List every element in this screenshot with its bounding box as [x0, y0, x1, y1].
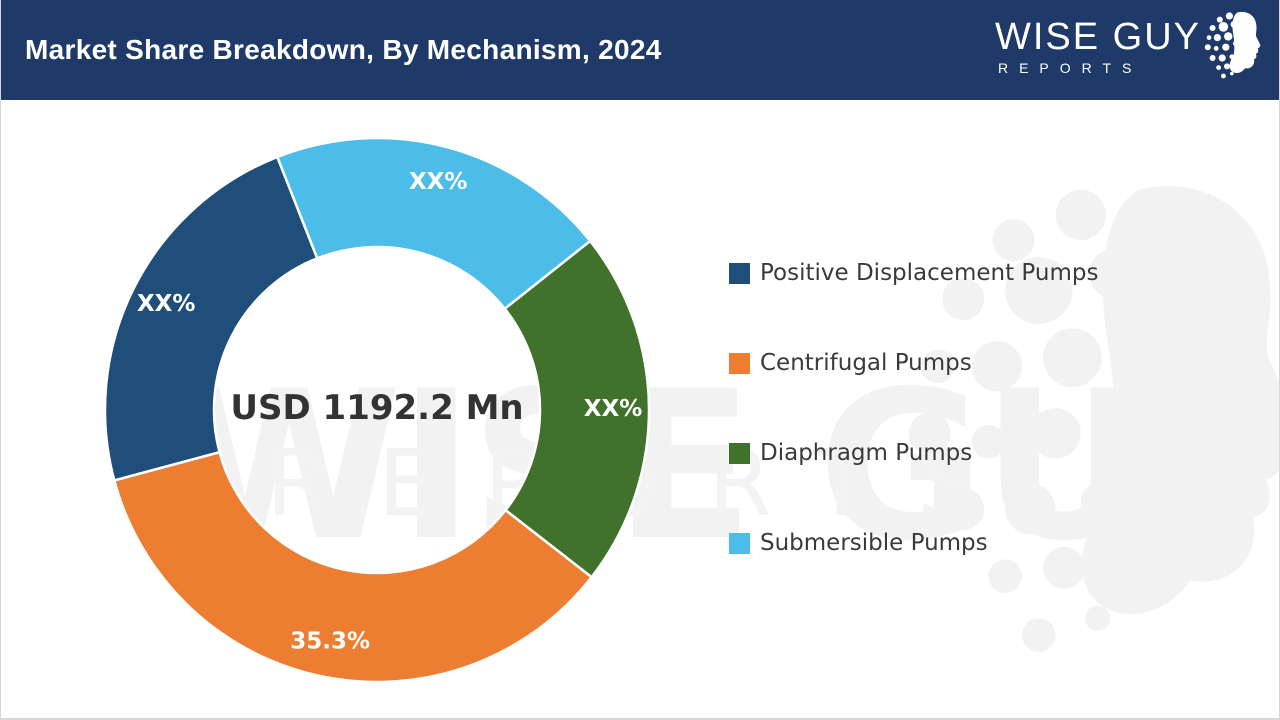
slice-centrifugal-pumps [113, 450, 593, 684]
slice-diaphragm-pumps [503, 239, 651, 579]
legend-swatch [729, 352, 750, 374]
dot-face-logo-icon [1204, 11, 1261, 79]
legend-item-positive-displacement-pumps: Positive Displacement Pumps [729, 259, 1098, 287]
legend-label: Centrifugal Pumps [760, 350, 972, 376]
chart-title: Market Share Breakdown, By Mechanism, 20… [25, 34, 662, 65]
header-bar: Market Share Breakdown, By Mechanism, 20… [1, 0, 1279, 100]
slice-submersible-pumps [276, 136, 592, 310]
legend-label: Positive Displacement Pumps [760, 260, 1099, 286]
legend-label: Submersible Pumps [760, 530, 988, 556]
legend-item-submersible-pumps: Submersible Pumps [729, 529, 1098, 557]
wise-guy-logo: WISE GUY REPORTS [995, 8, 1263, 84]
legend-label: Diaphragm Pumps [760, 440, 973, 466]
logo-wordmark: WISE GUY [994, 15, 1201, 58]
slice-positive-displacement-pumps [103, 155, 319, 482]
legend: Positive Displacement Pumps Centrifugal … [729, 259, 1098, 557]
legend-item-centrifugal-pumps: Centrifugal Pumps [729, 349, 1098, 377]
slice-label: 35.3% [290, 628, 370, 654]
slice-label: XX% [137, 291, 196, 317]
slice-label: XX% [584, 396, 643, 422]
logo-subtext: REPORTS [997, 59, 1143, 76]
chart-area: WISE GUY REPORTS XX% 35.3% XX% XX% USD 1192… [1, 100, 1279, 718]
legend-swatch [729, 262, 750, 284]
donut-center-value: USD 1192.2 Mn [230, 388, 524, 428]
legend-swatch [729, 442, 750, 464]
legend-item-diaphragm-pumps: Diaphragm Pumps [729, 439, 1098, 467]
donut-chart: XX% 35.3% XX% XX% [103, 136, 651, 684]
legend-swatch [729, 532, 750, 554]
slice-label: XX% [409, 169, 468, 195]
logo-text: WISE GUY REPORTS [995, 17, 1201, 76]
